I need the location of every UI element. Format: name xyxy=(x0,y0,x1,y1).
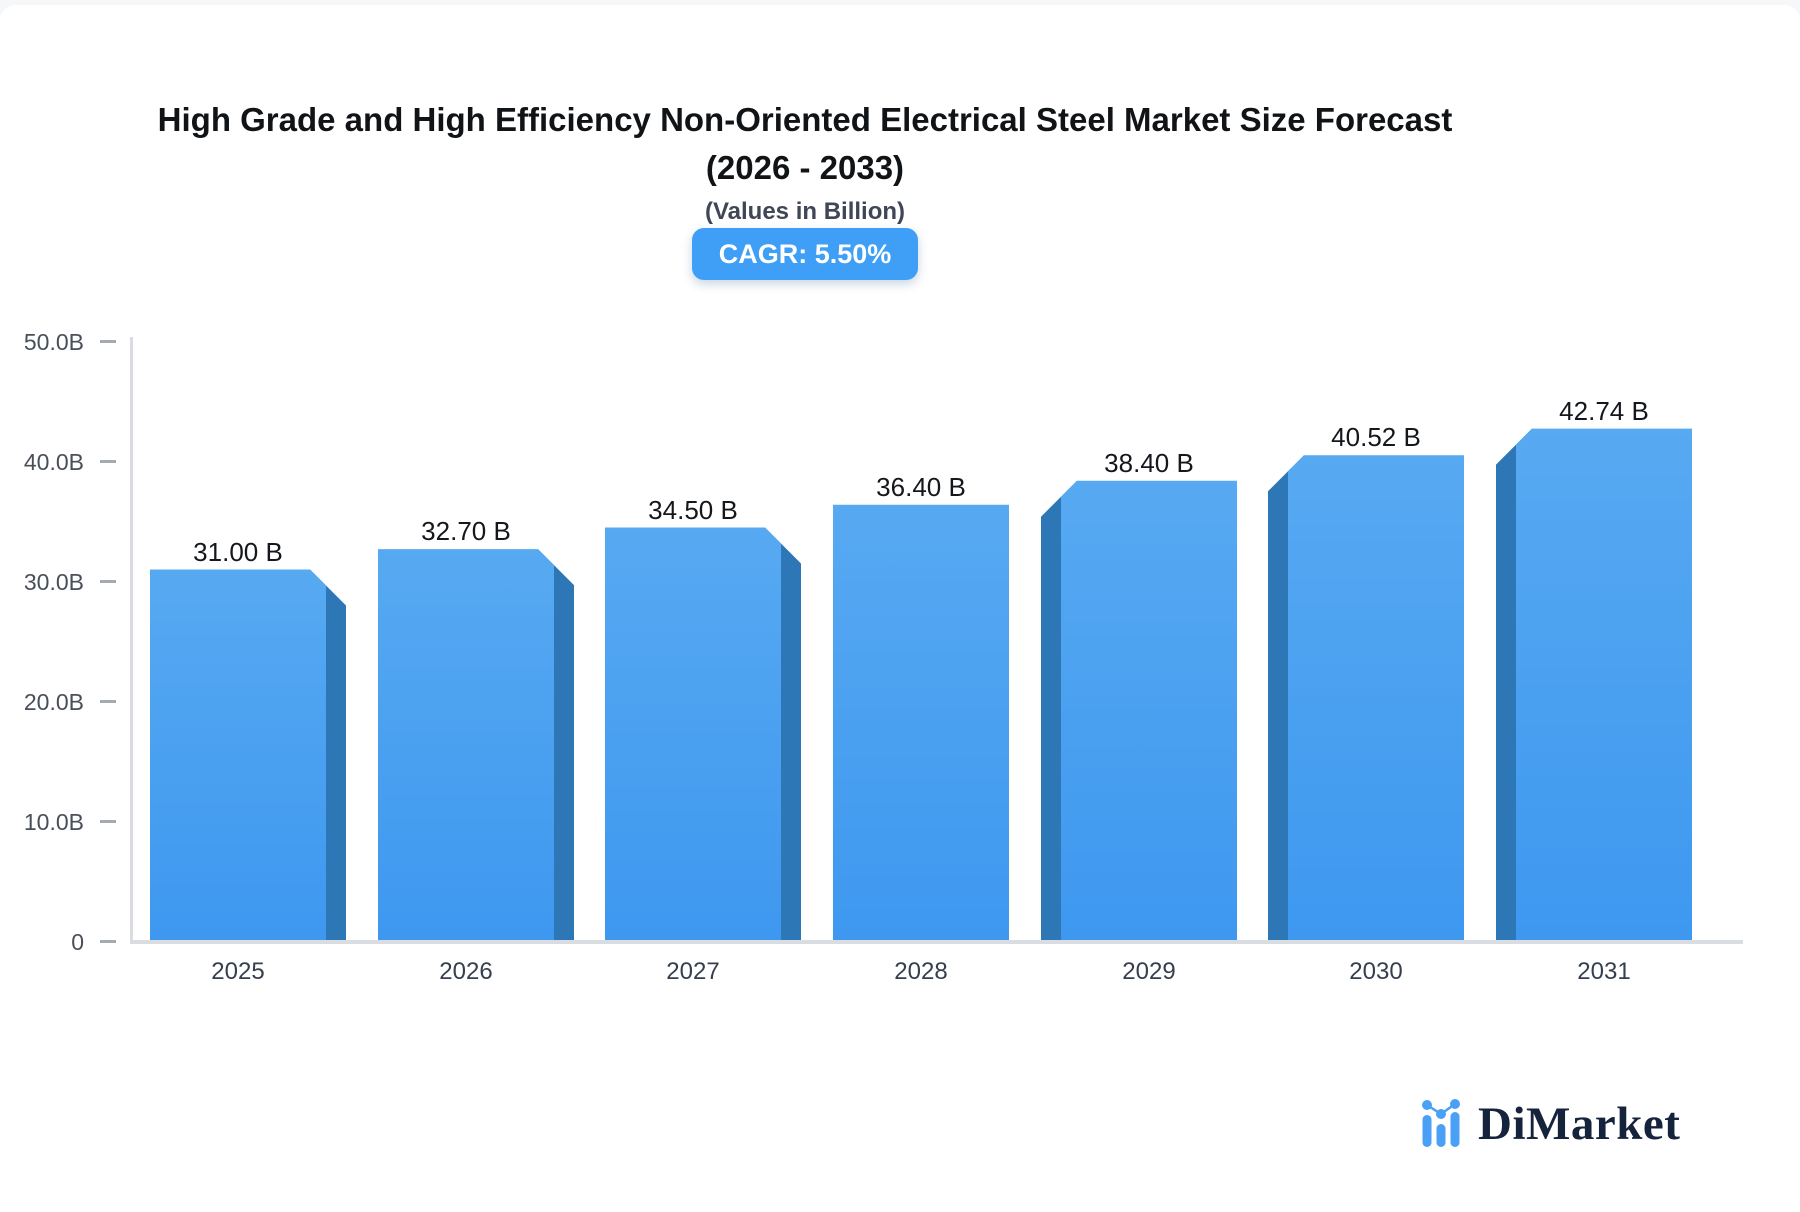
y-axis-tick-mark xyxy=(100,820,116,823)
brand-name: DiMarket xyxy=(1478,1098,1681,1150)
bar-value-label: 42.74 B xyxy=(1559,395,1649,426)
x-axis-line xyxy=(130,940,1743,944)
y-axis-tick-label: 50.0B xyxy=(23,328,84,355)
x-axis-label: 2026 xyxy=(439,958,493,985)
y-axis-tick-label: 30.0B xyxy=(23,568,84,595)
y-axis-tick-label: 20.0B xyxy=(23,688,84,715)
bar-value-label: 38.40 B xyxy=(1104,447,1194,478)
y-axis-tick-mark xyxy=(100,340,116,343)
x-axis-label: 2027 xyxy=(666,958,720,985)
x-axis-label: 2028 xyxy=(894,958,948,985)
bar-value-label: 34.50 B xyxy=(648,494,738,525)
x-axis-label: 2025 xyxy=(211,958,265,985)
chart-title: High Grade and High Efficiency Non-Orien… xyxy=(0,96,1610,192)
chart-subtitle: (Values in Billion) xyxy=(704,198,906,225)
chart-title-line1: High Grade and High Efficiency Non-Orien… xyxy=(157,101,1453,138)
bar-2031[interactable] xyxy=(1496,428,1692,944)
bar-2030[interactable] xyxy=(1268,455,1464,944)
x-axis-label: 2030 xyxy=(1349,958,1403,985)
y-axis-tick-label: 40.0B xyxy=(23,448,84,475)
y-axis-tick-mark xyxy=(100,700,116,703)
x-axis-label: 2031 xyxy=(1577,958,1631,985)
y-axis-tick-label: 10.0B xyxy=(23,808,84,835)
bar-2026[interactable] xyxy=(378,549,574,944)
y-axis-tick-label: 0 xyxy=(71,928,84,955)
x-axis-label: 2029 xyxy=(1122,958,1176,985)
bar-value-label: 31.00 B xyxy=(193,536,283,567)
bar-value-label: 40.52 B xyxy=(1331,422,1421,453)
brand-logo: DiMarket xyxy=(1420,1096,1680,1152)
y-axis-tick-mark xyxy=(100,460,116,463)
chart-title-line2: (2026 - 2033) xyxy=(705,149,905,186)
y-axis-tick-mark xyxy=(100,940,116,943)
y-axis-line xyxy=(130,337,133,942)
bar-2028[interactable] xyxy=(833,504,1009,944)
bar-value-label: 36.40 B xyxy=(876,471,966,502)
bar-2025[interactable] xyxy=(150,569,346,944)
dimarket-bars-icon xyxy=(1422,1099,1460,1147)
y-axis-tick-mark xyxy=(100,580,116,583)
badge-row: CAGR: 5.50% xyxy=(0,228,1610,280)
bar-value-label: 32.70 B xyxy=(421,516,511,547)
cagr-badge: CAGR: 5.50% xyxy=(691,228,919,280)
bar-2027[interactable] xyxy=(605,527,801,944)
bar-2029[interactable] xyxy=(1041,480,1237,944)
